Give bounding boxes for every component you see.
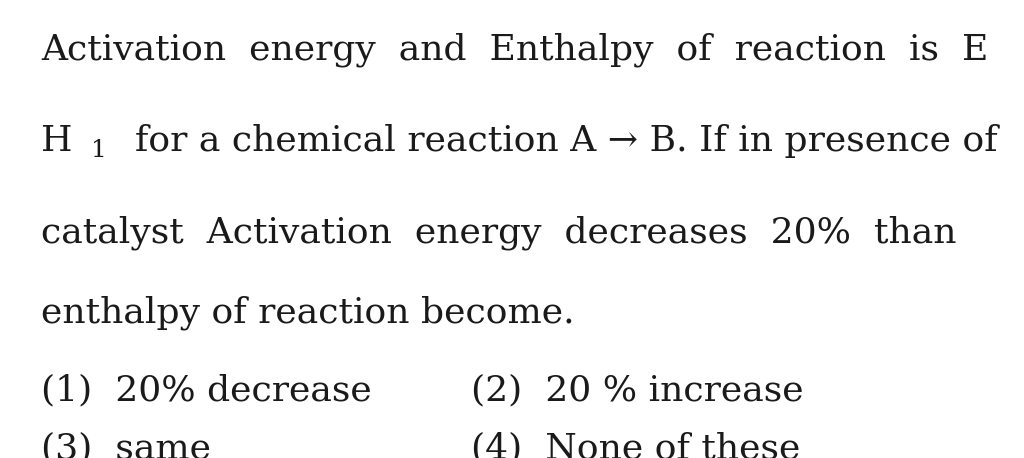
Text: H: H [41, 124, 73, 158]
Text: Activation  energy  and  Enthalpy  of  reaction  is  E: Activation energy and Enthalpy of reacti… [41, 33, 988, 67]
Text: enthalpy of reaction become.: enthalpy of reaction become. [41, 296, 574, 330]
Text: (2)  20 % increase: (2) 20 % increase [471, 374, 804, 408]
Text: catalyst  Activation  energy  decreases  20%  than: catalyst Activation energy decreases 20%… [41, 216, 956, 250]
Text: (3)  same: (3) same [41, 431, 211, 458]
Text: (4)  None of these: (4) None of these [471, 431, 801, 458]
Text: for a chemical reaction A → B. If in presence of: for a chemical reaction A → B. If in pre… [112, 124, 997, 158]
Text: (1)  20% decrease: (1) 20% decrease [41, 374, 372, 408]
Text: 1: 1 [91, 139, 106, 162]
